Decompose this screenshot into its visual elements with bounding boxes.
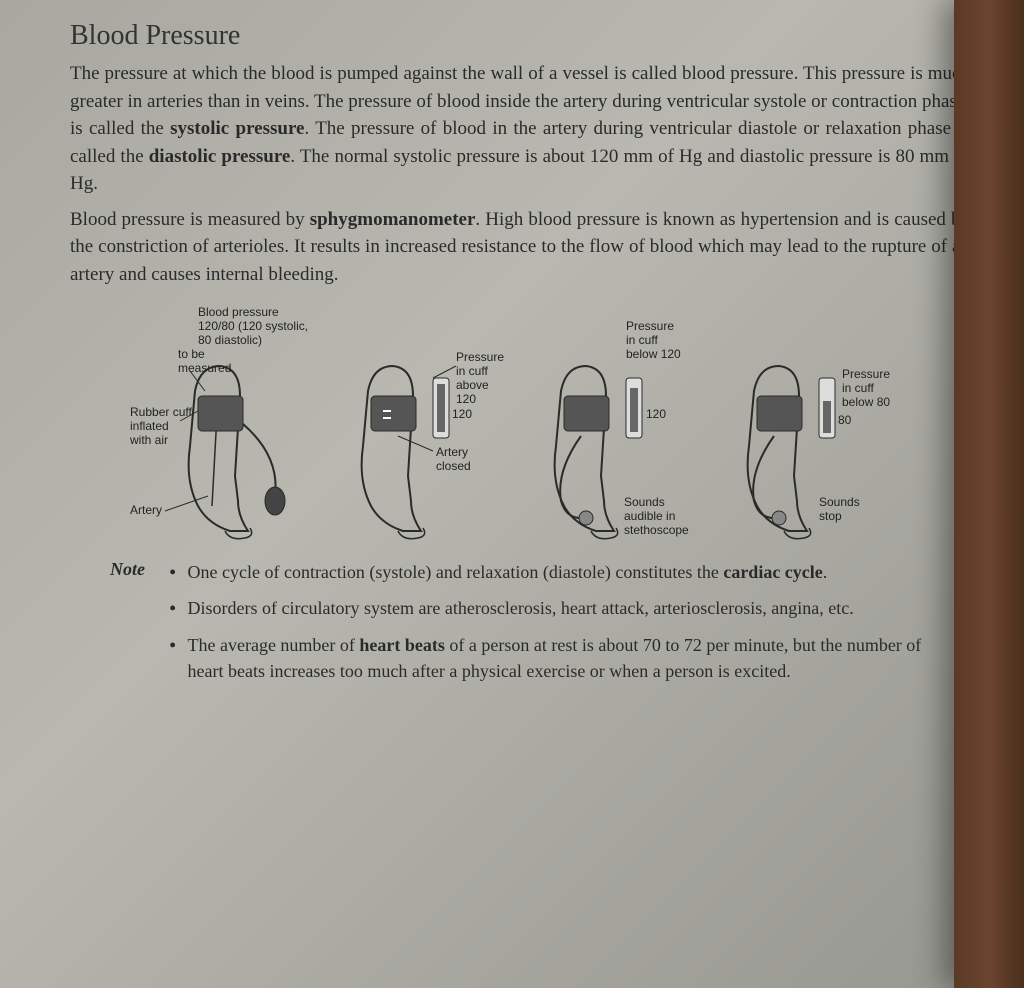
textbook-page: Blood Pressure The pressure at which the…: [30, 0, 1010, 724]
d2-label-3: above: [456, 379, 489, 393]
b1-bold: cardiac cycle: [723, 562, 822, 582]
bullet-1: One cycle of contraction (systole) and r…: [170, 559, 930, 585]
desk-edge: [954, 0, 1024, 988]
diagram-4: Pressure in cuff below 80 80 Sounds stop: [724, 306, 904, 541]
d1-label-bp3: 80 diastolic): [198, 334, 262, 348]
d3-label-top3: below 120: [626, 348, 681, 362]
d1-label-cuff3: with air: [130, 434, 168, 448]
d2-label-artery1: Artery: [436, 446, 468, 460]
section-title: Blood Pressure: [70, 20, 970, 52]
p2-bold-a: sphygmomanometer: [310, 209, 476, 230]
d3-label-bot1: Sounds: [624, 496, 665, 510]
b1-b: .: [823, 562, 828, 582]
d3-label-top2: in cuff: [626, 334, 658, 348]
d3-label-top1: Pressure: [626, 320, 674, 334]
b3-bold: heart beats: [359, 635, 444, 655]
p2-text-a: Blood pressure is measured by: [70, 209, 310, 230]
b1-a: One cycle of contraction (systole) and r…: [188, 562, 724, 582]
paragraph-1: The pressure at which the blood is pumpe…: [70, 60, 970, 198]
d2-label-1: Pressure: [456, 351, 504, 365]
d2-label-4: 120: [456, 393, 476, 407]
d4-label-bot1: Sounds: [819, 496, 860, 510]
d3-gauge-reading: 120: [646, 408, 666, 422]
d1-label-bp2: 120/80 (120 systolic,: [198, 320, 308, 334]
b2-text: Disorders of circulatory system are athe…: [188, 598, 854, 618]
d1-label-cuff2: inflated: [130, 420, 169, 434]
d4-label-1: Pressure: [842, 368, 890, 382]
note-block: Note One cycle of contraction (systole) …: [110, 559, 970, 693]
d3-label-bot2: audible in: [624, 510, 675, 524]
d1-label-bp1: Blood pressure: [198, 306, 279, 320]
paragraph-2: Blood pressure is measured by sphygmoman…: [70, 206, 970, 289]
d4-label-2: in cuff: [842, 382, 874, 396]
d2-label-artery2: closed: [436, 460, 471, 474]
diagram-1: Blood pressure 120/80 (120 systolic, 80 …: [130, 306, 330, 541]
diagram-2: Pressure in cuff above 120 120 Artery cl…: [338, 306, 518, 541]
d4-gauge-reading: 80: [838, 414, 851, 428]
d1-label-bp4: to be: [178, 348, 205, 362]
b3-a: The average number of: [188, 635, 360, 655]
bullet-2: Disorders of circulatory system are athe…: [170, 595, 930, 621]
p1-bold-b: diastolic pressure: [149, 146, 291, 167]
bullet-3: The average number of heart beats of a p…: [170, 632, 930, 684]
d1-label-artery: Artery: [130, 504, 162, 518]
d1-label-cuff1: Rubber cuff: [130, 406, 192, 420]
d4-label-3: below 80: [842, 396, 890, 410]
bullet-list: One cycle of contraction (systole) and r…: [170, 559, 930, 693]
diagram-row: Blood pressure 120/80 (120 systolic, 80 …: [130, 306, 970, 541]
d2-label-2: in cuff: [456, 365, 488, 379]
diagram-3: Pressure in cuff below 120 120 Sounds au…: [526, 306, 716, 541]
d4-label-bot2: stop: [819, 510, 842, 524]
p1-bold-a: systolic pressure: [170, 118, 304, 139]
d2-gauge-reading: 120: [452, 408, 472, 422]
d3-label-bot3: stethoscope: [624, 524, 689, 538]
note-label: Note: [110, 559, 165, 580]
d1-label-bp5: measured: [178, 362, 231, 376]
